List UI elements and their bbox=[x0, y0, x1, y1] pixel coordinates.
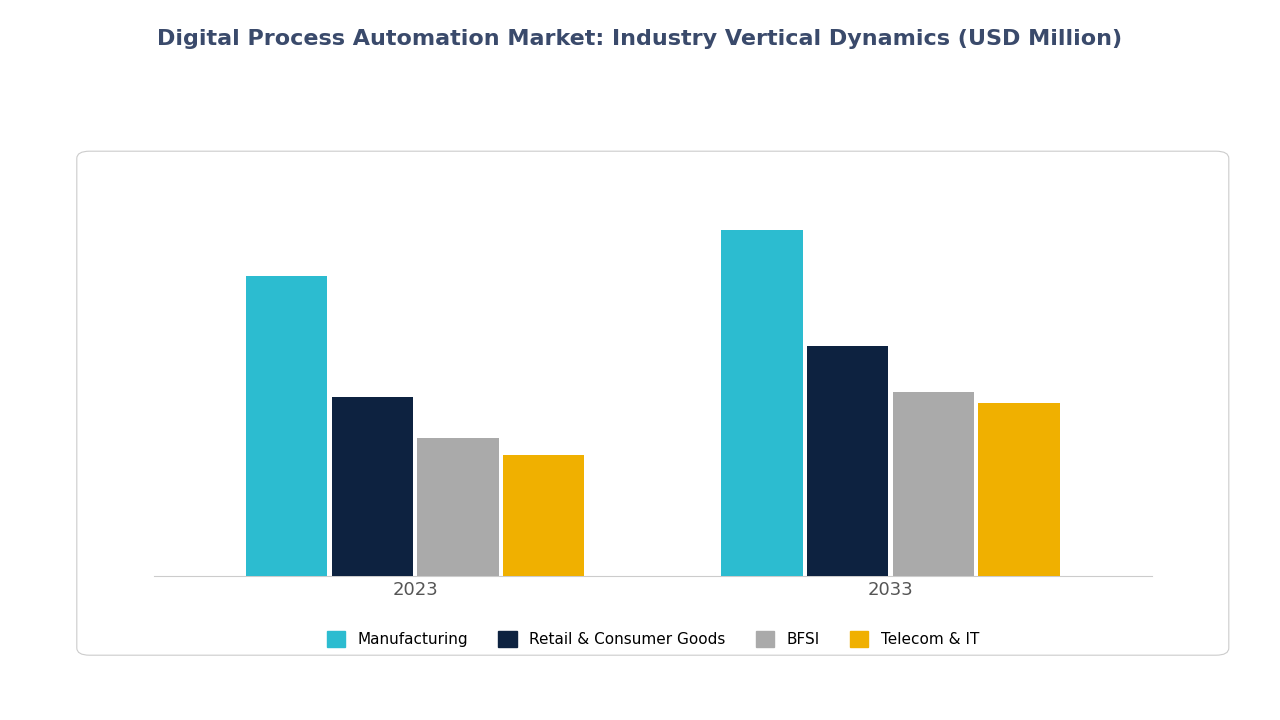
Bar bbox=[892, 392, 974, 576]
Bar bbox=[978, 403, 1060, 576]
Bar bbox=[246, 276, 328, 576]
Bar bbox=[332, 397, 413, 576]
FancyBboxPatch shape bbox=[77, 151, 1229, 655]
Bar bbox=[417, 438, 498, 576]
Bar bbox=[808, 346, 888, 576]
Text: Digital Process Automation Market: Industry Vertical Dynamics (USD Million): Digital Process Automation Market: Indus… bbox=[157, 29, 1123, 49]
Bar bbox=[722, 230, 803, 576]
Legend: Manufacturing, Retail & Consumer Goods, BFSI, Telecom & IT: Manufacturing, Retail & Consumer Goods, … bbox=[319, 624, 987, 654]
Bar bbox=[503, 455, 584, 576]
